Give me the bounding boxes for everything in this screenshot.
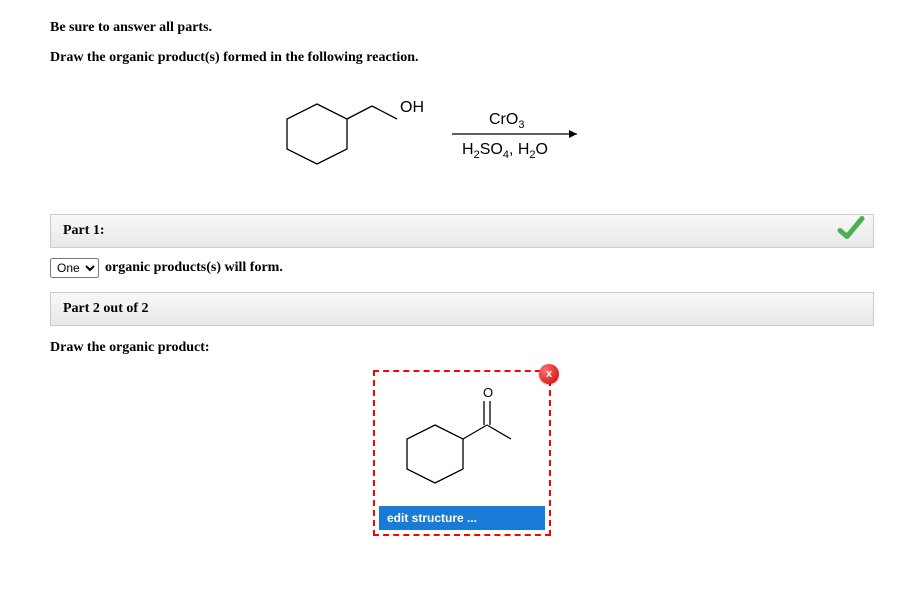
oh-label: OH bbox=[400, 99, 424, 116]
reagent-bottom: H2SO4, H2O bbox=[462, 141, 548, 161]
instruction-line-1: Be sure to answer all parts. bbox=[50, 20, 874, 36]
part1-suffix: organic products(s) will form. bbox=[105, 260, 283, 276]
reagent-top: CrO3 bbox=[489, 111, 524, 131]
part2-label: Part 2 out of 2 bbox=[63, 301, 149, 316]
structure-container: x O edit structure ... bbox=[50, 370, 874, 536]
reaction-svg: OH CrO3 H2SO4, H2O bbox=[277, 84, 647, 184]
structure-canvas[interactable]: O bbox=[375, 372, 549, 502]
part2-header: Part 2 out of 2 bbox=[50, 292, 874, 326]
part1-answer-row: One organic products(s) will form. bbox=[50, 258, 874, 278]
part1-header: Part 1: bbox=[50, 214, 874, 248]
incorrect-badge-icon[interactable]: x bbox=[539, 364, 559, 384]
oxygen-label: O bbox=[483, 385, 493, 400]
product-structure-icon: O bbox=[387, 377, 537, 497]
cyclohexane-icon bbox=[287, 104, 347, 164]
part1-label: Part 1: bbox=[63, 223, 105, 238]
part2-prompt: Draw the organic product: bbox=[50, 340, 874, 356]
edit-structure-button[interactable]: edit structure ... bbox=[379, 506, 545, 530]
instruction-line-2: Draw the organic product(s) formed in th… bbox=[50, 50, 874, 66]
reaction-scheme: OH CrO3 H2SO4, H2O bbox=[50, 84, 874, 184]
checkmark-icon bbox=[837, 215, 865, 248]
structure-box[interactable]: x O edit structure ... bbox=[373, 370, 551, 536]
product-count-select[interactable]: One bbox=[50, 258, 99, 278]
